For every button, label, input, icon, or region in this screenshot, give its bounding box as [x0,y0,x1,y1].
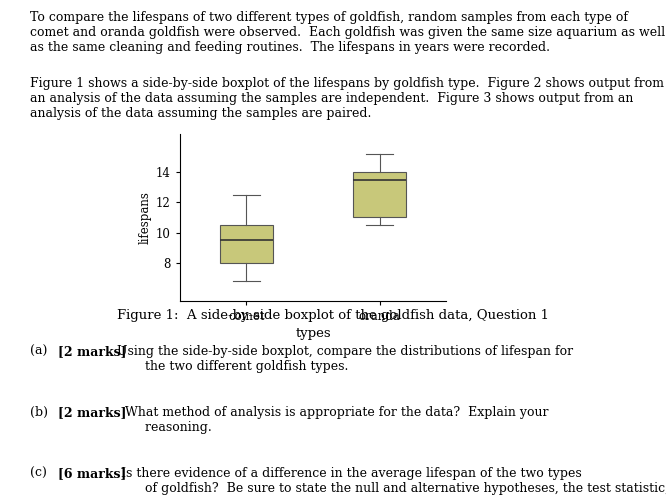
Y-axis label: lifespans: lifespans [139,191,152,244]
Text: [2 marks]: [2 marks] [58,406,127,419]
Text: [2 marks]: [2 marks] [58,345,127,358]
Text: (c): (c) [30,467,47,480]
PathPatch shape [220,225,273,263]
Text: To compare the lifespans of two different types of goldfish, random samples from: To compare the lifespans of two differen… [30,11,665,54]
Text: Using the side-by-side boxplot, compare the distributions of lifespan for
      : Using the side-by-side boxplot, compare … [109,345,573,373]
Text: (b): (b) [30,406,48,419]
PathPatch shape [353,172,406,218]
Text: What method of analysis is appropriate for the data?  Explain your
         reas: What method of analysis is appropriate f… [109,406,548,434]
Text: [6 marks]: [6 marks] [58,467,127,480]
Text: Figure 1:  A side-by-side boxplot of the goldfish data, Question 1: Figure 1: A side-by-side boxplot of the … [117,309,549,322]
X-axis label: types: types [295,327,331,340]
Text: (a): (a) [30,345,47,358]
Text: Is there evidence of a difference in the average lifespan of the two types
     : Is there evidence of a difference in the… [109,467,666,497]
Text: Figure 1 shows a side-by-side boxplot of the lifespans by goldfish type.  Figure: Figure 1 shows a side-by-side boxplot of… [30,77,664,120]
